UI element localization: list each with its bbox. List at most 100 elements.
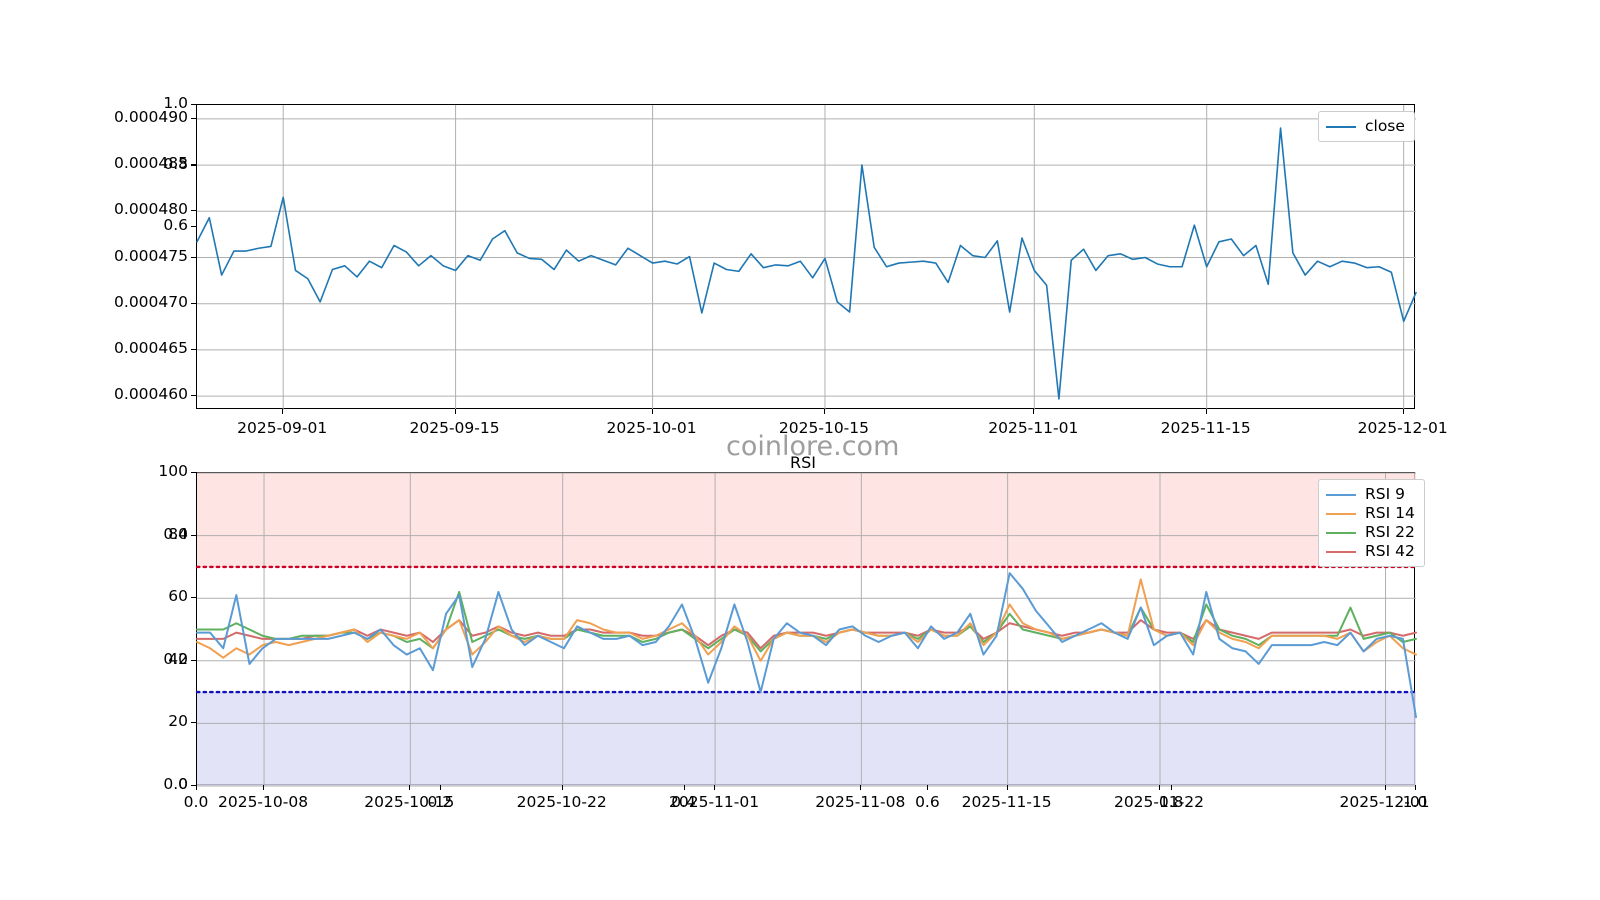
axis-tick-mark — [196, 785, 197, 790]
axis-tick-mark — [191, 785, 196, 786]
axis-tick-mark — [191, 659, 196, 661]
legend-color-swatch — [1326, 493, 1356, 496]
axis-tick-mark — [651, 409, 653, 414]
axis-tick-mark — [191, 395, 196, 397]
axis-tick-mark — [1171, 785, 1173, 790]
legend-label: RSI 9 — [1365, 484, 1405, 503]
axis-tick-label: 0.8 — [1158, 793, 1184, 811]
axis-tick-mark — [191, 165, 196, 166]
axis-tick-mark — [191, 117, 196, 119]
legend-label: close — [1365, 116, 1405, 135]
axis-tick-label: 0.000475 — [114, 246, 188, 265]
axis-tick-label: 0.000465 — [114, 338, 188, 357]
axis-tick-label: 0.0 — [163, 775, 188, 793]
axis-tick-label: 0.000490 — [114, 107, 188, 126]
rsi-chart-panel — [195, 472, 1418, 787]
legend-label: RSI 22 — [1365, 522, 1415, 541]
legend-item[interactable]: close — [1326, 117, 1405, 136]
axis-tick-mark — [454, 409, 456, 414]
legend-label: RSI 14 — [1365, 503, 1415, 522]
axis-tick-mark — [191, 534, 196, 536]
axis-tick-label: 2025-10-01 — [606, 419, 697, 437]
price-legend: close — [1318, 111, 1415, 142]
axis-tick-label: 0.4 — [671, 793, 696, 811]
price-line-plot — [196, 105, 1417, 410]
axis-tick-mark — [561, 785, 563, 790]
axis-tick-mark — [1415, 785, 1416, 790]
axis-tick-label: 0.4 — [163, 524, 188, 543]
axis-tick-label: 2025-11-22 — [1113, 793, 1205, 811]
rsi-line-plot — [195, 472, 1418, 787]
axis-tick-label: 2025-10-15 — [778, 419, 870, 437]
axis-tick-label: 20 — [168, 712, 188, 731]
price-chart-panel — [196, 104, 1417, 410]
axis-tick-label: 0.0 — [183, 793, 209, 811]
axis-tick-mark — [1033, 409, 1035, 414]
legend-label: RSI 42 — [1365, 541, 1415, 560]
axis-tick-mark — [191, 226, 196, 227]
axis-tick-mark — [683, 785, 685, 790]
axis-tick-label: 0.000470 — [114, 292, 188, 311]
axis-tick-label: 0.000460 — [114, 385, 188, 404]
legend-color-swatch — [1326, 512, 1356, 515]
legend-item[interactable]: RSI 22 — [1326, 523, 1415, 542]
legend-color-swatch — [1326, 550, 1356, 553]
axis-tick-mark — [714, 785, 716, 790]
axis-tick-label: 0.6 — [163, 216, 188, 234]
axis-tick-mark — [191, 472, 196, 473]
axis-tick-label: 0.6 — [915, 793, 940, 811]
axis-tick-label: 2025-11-15 — [961, 793, 1052, 811]
axis-tick-mark — [263, 785, 265, 790]
axis-tick-label: 0.000485 — [114, 154, 188, 173]
axis-tick-label: 2025-09-01 — [237, 419, 328, 437]
axis-tick-label: 2025-12-01 — [1339, 793, 1430, 811]
axis-tick-mark — [191, 302, 196, 304]
rsi-chart-title: RSI — [790, 453, 816, 472]
axis-tick-mark — [1205, 409, 1207, 414]
axis-tick-label: 2025-11-01 — [988, 419, 1079, 437]
axis-tick-mark — [1402, 409, 1404, 414]
legend-item[interactable]: RSI 9 — [1326, 485, 1415, 504]
axis-tick-mark — [191, 256, 196, 258]
axis-tick-mark — [282, 409, 284, 414]
axis-tick-label: 0.2 — [163, 649, 188, 668]
legend-item[interactable]: RSI 42 — [1326, 542, 1415, 561]
axis-tick-label: 2025-10-22 — [516, 793, 607, 811]
axis-tick-mark — [1159, 785, 1160, 790]
axis-tick-label: 2025-12-01 — [1357, 419, 1448, 437]
axis-tick-mark — [191, 348, 196, 350]
axis-tick-mark — [191, 210, 196, 212]
axis-tick-mark — [191, 597, 196, 599]
axis-tick-label: 100 — [158, 462, 188, 480]
axis-tick-mark — [823, 409, 825, 414]
axis-tick-mark — [191, 722, 196, 724]
axis-tick-label: 2025-09-15 — [409, 419, 500, 437]
legend-color-swatch — [1326, 125, 1356, 128]
watermark: coinlore.com — [726, 431, 900, 462]
axis-tick-label: 0.000480 — [114, 200, 188, 219]
axis-tick-mark — [1006, 785, 1008, 790]
axis-tick-label: 0.8 — [163, 155, 188, 173]
axis-tick-mark — [439, 785, 441, 790]
axis-tick-label: 2025-10-08 — [217, 793, 309, 811]
axis-tick-label: 40 — [168, 649, 188, 668]
axis-tick-mark — [409, 785, 411, 790]
axis-tick-label: 2025-11-08 — [815, 793, 906, 811]
axis-tick-label: 1.0 — [1402, 793, 1428, 811]
axis-tick-label: 80 — [168, 524, 188, 543]
axis-tick-label: 0.2 — [427, 793, 453, 811]
axis-tick-label: 1.0 — [163, 94, 188, 112]
legend-color-swatch — [1326, 531, 1356, 534]
rsi-legend: RSI 9 RSI 14 RSI 22 RSI 42 — [1318, 479, 1425, 567]
axis-tick-label: 2025-11-15 — [1160, 419, 1251, 437]
axis-tick-label: 2025-10-15 — [364, 793, 455, 811]
axis-tick-label: 0 — [178, 775, 188, 793]
axis-tick-label: 2025-11-01 — [669, 793, 760, 811]
legend-item[interactable]: RSI 14 — [1326, 504, 1415, 523]
axis-tick-mark — [860, 785, 862, 790]
axis-tick-mark — [191, 164, 196, 166]
axis-tick-mark — [927, 785, 929, 790]
axis-tick-mark — [191, 104, 196, 105]
axis-tick-mark — [1384, 785, 1386, 790]
